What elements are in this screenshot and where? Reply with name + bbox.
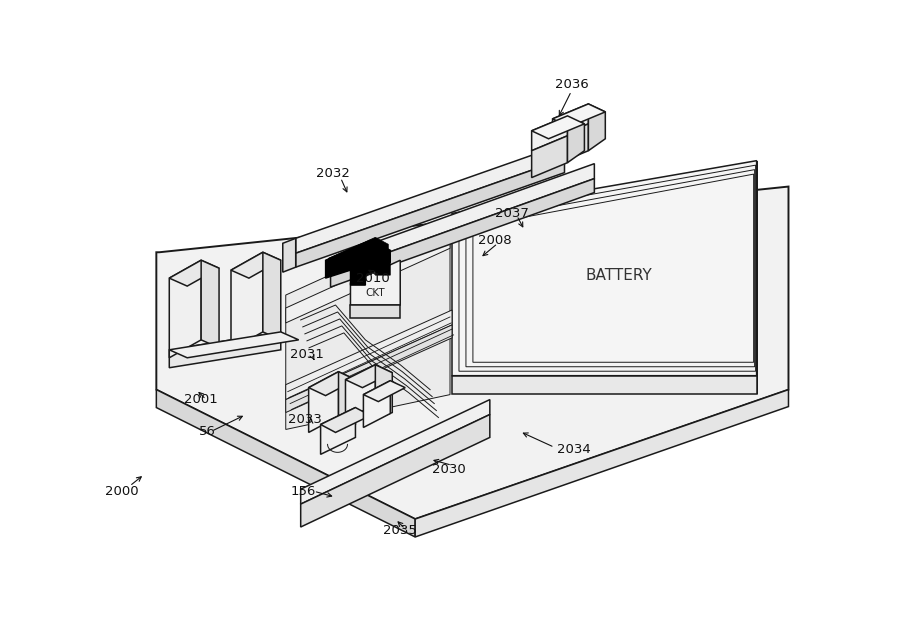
- Polygon shape: [350, 260, 400, 305]
- Polygon shape: [452, 161, 757, 376]
- Polygon shape: [320, 407, 370, 433]
- Polygon shape: [169, 332, 281, 368]
- Polygon shape: [346, 365, 376, 420]
- Polygon shape: [201, 260, 219, 348]
- Text: 56: 56: [199, 425, 216, 438]
- Polygon shape: [330, 179, 595, 287]
- Text: 2035: 2035: [384, 525, 417, 538]
- Polygon shape: [296, 144, 565, 253]
- Polygon shape: [157, 187, 788, 519]
- Polygon shape: [157, 389, 415, 537]
- Polygon shape: [169, 260, 219, 286]
- Polygon shape: [326, 240, 390, 285]
- Text: 2033: 2033: [288, 413, 321, 426]
- Polygon shape: [567, 116, 585, 163]
- Text: CKT: CKT: [366, 288, 386, 298]
- Polygon shape: [588, 104, 605, 151]
- Polygon shape: [309, 371, 356, 396]
- Text: 2030: 2030: [432, 463, 466, 476]
- Polygon shape: [531, 136, 567, 177]
- Text: 2034: 2034: [557, 443, 590, 456]
- Polygon shape: [531, 116, 567, 151]
- Polygon shape: [309, 371, 338, 433]
- Polygon shape: [231, 252, 281, 278]
- Text: 2036: 2036: [555, 77, 588, 90]
- Polygon shape: [286, 325, 452, 413]
- Polygon shape: [330, 164, 595, 273]
- Text: 2000: 2000: [105, 485, 138, 497]
- Polygon shape: [415, 389, 788, 537]
- Polygon shape: [231, 252, 262, 350]
- Polygon shape: [553, 104, 588, 139]
- Polygon shape: [300, 415, 490, 527]
- Text: 2037: 2037: [495, 207, 529, 220]
- Polygon shape: [169, 260, 201, 358]
- Text: 2031: 2031: [290, 349, 324, 362]
- Text: 2001: 2001: [185, 393, 218, 406]
- Polygon shape: [376, 365, 392, 420]
- Polygon shape: [286, 221, 450, 430]
- Polygon shape: [282, 239, 296, 272]
- Polygon shape: [364, 381, 405, 402]
- Polygon shape: [531, 116, 585, 139]
- Polygon shape: [300, 400, 490, 504]
- Polygon shape: [350, 305, 400, 318]
- Polygon shape: [286, 234, 450, 323]
- Polygon shape: [364, 381, 390, 428]
- Polygon shape: [346, 365, 392, 387]
- Text: 2010: 2010: [357, 272, 390, 285]
- Polygon shape: [376, 248, 390, 275]
- Polygon shape: [320, 407, 356, 454]
- Polygon shape: [553, 104, 605, 127]
- Text: BATTERY: BATTERY: [586, 268, 653, 282]
- Polygon shape: [553, 124, 588, 166]
- Text: 156: 156: [291, 485, 316, 497]
- Polygon shape: [452, 376, 757, 394]
- Polygon shape: [296, 159, 565, 267]
- Polygon shape: [338, 371, 356, 433]
- Polygon shape: [262, 252, 281, 340]
- Text: 2032: 2032: [316, 167, 349, 180]
- Polygon shape: [286, 310, 452, 400]
- Polygon shape: [329, 237, 388, 272]
- Polygon shape: [169, 332, 299, 358]
- Text: 2008: 2008: [478, 234, 511, 247]
